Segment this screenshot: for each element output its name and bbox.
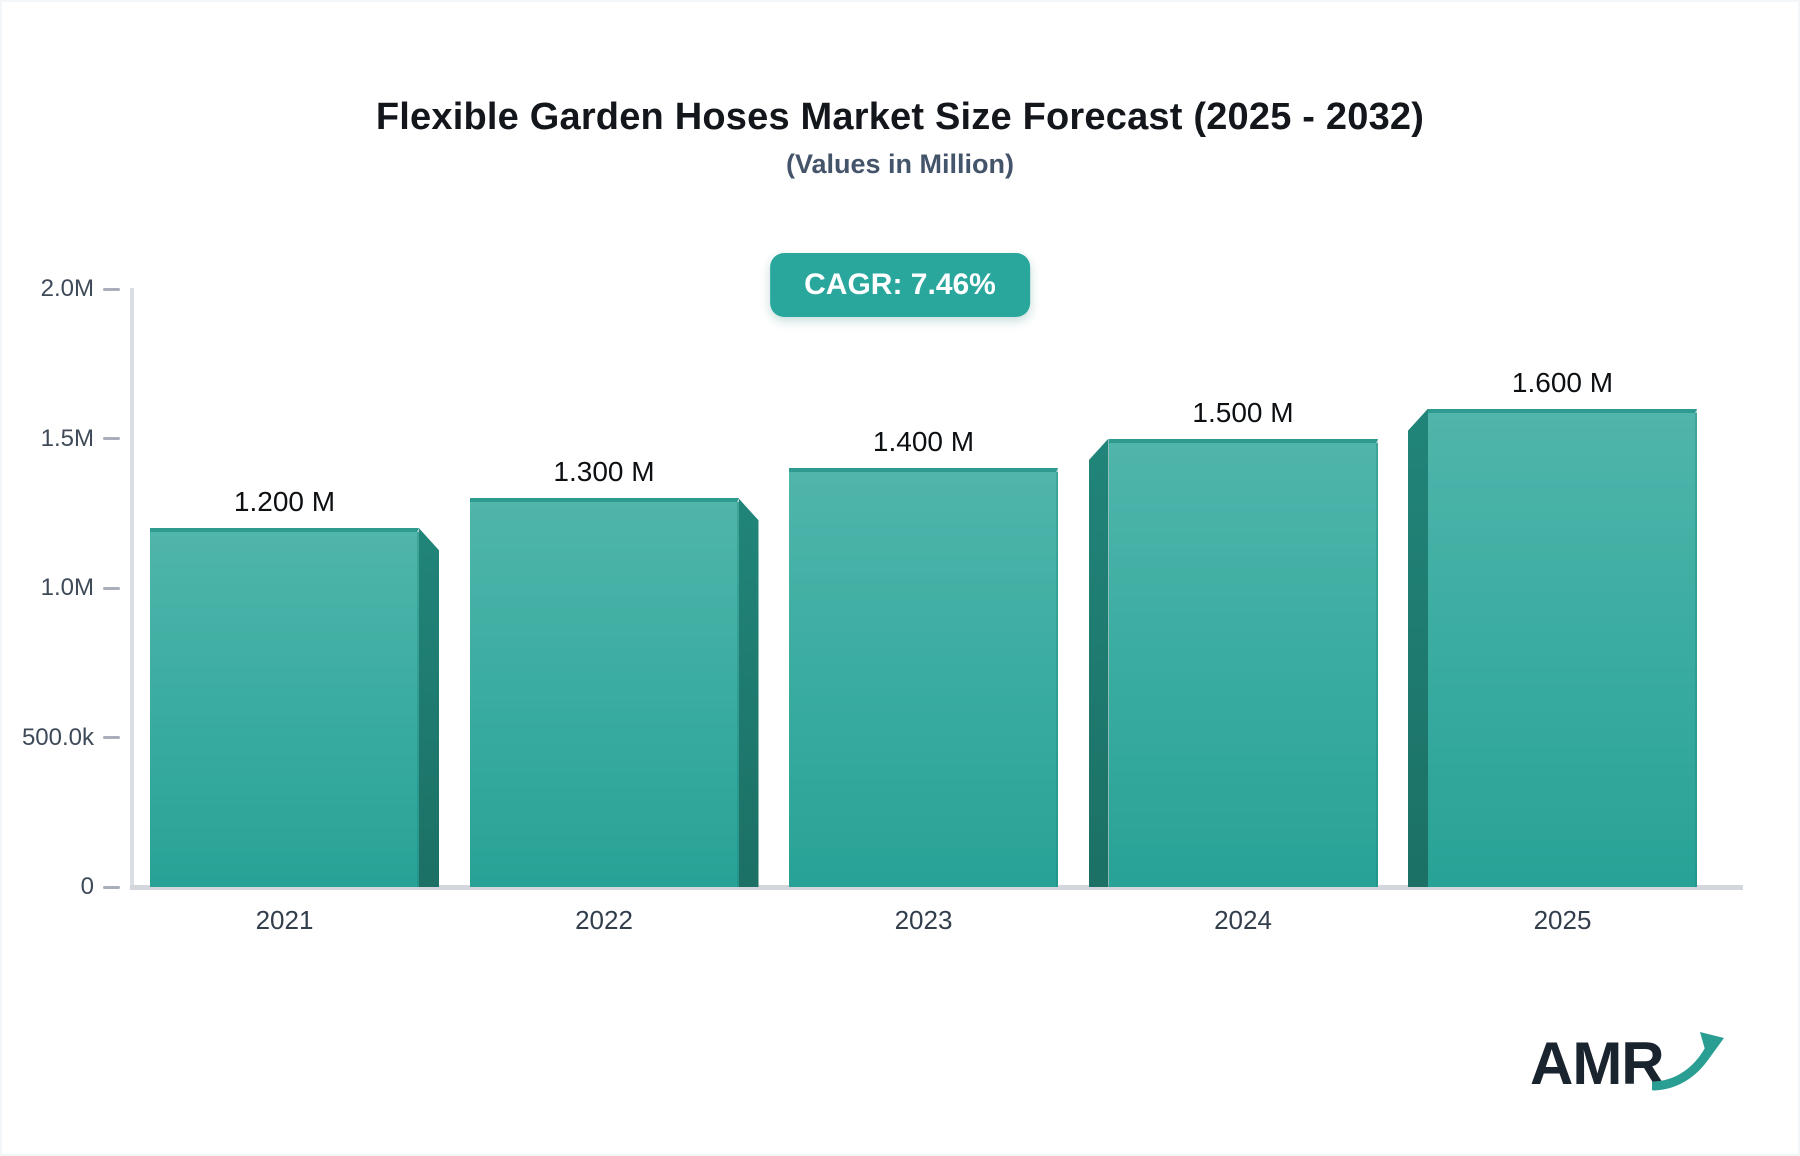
bar-side-face-2024 (1088, 438, 1109, 887)
y-axis-tick-mark (103, 287, 120, 291)
bar-2025 (1428, 408, 1697, 887)
bar-2024 (1108, 438, 1378, 887)
y-axis-tick-label: 2.0M (40, 275, 94, 302)
x-axis-label: 2022 (575, 905, 633, 935)
y-axis-tick-label: 0 (80, 873, 94, 900)
bar-2021 (150, 528, 419, 887)
y-axis-tick-label: 1.5M (40, 424, 94, 452)
x-axis-label: 2024 (1214, 905, 1272, 935)
y-axis-tick-mark (103, 736, 120, 739)
amr-logo: AMR (1530, 1028, 1726, 1094)
x-axis-label: 2025 (1533, 905, 1592, 935)
bar-2022 (469, 498, 739, 887)
y-axis-line (130, 288, 134, 887)
bar-side-face-2025 (1408, 408, 1428, 887)
cagr-badge: CAGR: 7.46% (770, 253, 1030, 317)
bar-value-label: 1.300 M (553, 456, 655, 488)
x-axis-line (130, 885, 1743, 890)
bar-value-label: 1.200 M (233, 486, 336, 518)
y-axis-tick-mark (103, 885, 120, 889)
chart-title: Flexible Garden Hoses Market Size Foreca… (375, 96, 1425, 138)
chart-subtitle: (Values in Million) (785, 149, 1015, 179)
bar-side-face-2021 (419, 528, 439, 887)
y-axis-tick-label: 500.0k (21, 723, 94, 751)
amr-logo-text: AMR (1530, 1030, 1665, 1097)
y-axis-tick-mark (103, 437, 120, 440)
x-axis-label: 2023 (894, 905, 953, 935)
bar-value-label: 1.500 M (1192, 396, 1294, 428)
bar-side-face-2022 (738, 498, 759, 887)
x-axis-label: 2021 (255, 905, 314, 935)
y-axis-tick-label: 1.0M (40, 574, 94, 601)
growth-arrow-icon (1651, 1032, 1724, 1091)
bar-value-label: 1.600 M (1511, 366, 1614, 398)
bar-2023 (789, 468, 1058, 887)
bar-value-label: 1.400 M (872, 426, 975, 458)
y-axis-tick-mark (103, 586, 120, 590)
